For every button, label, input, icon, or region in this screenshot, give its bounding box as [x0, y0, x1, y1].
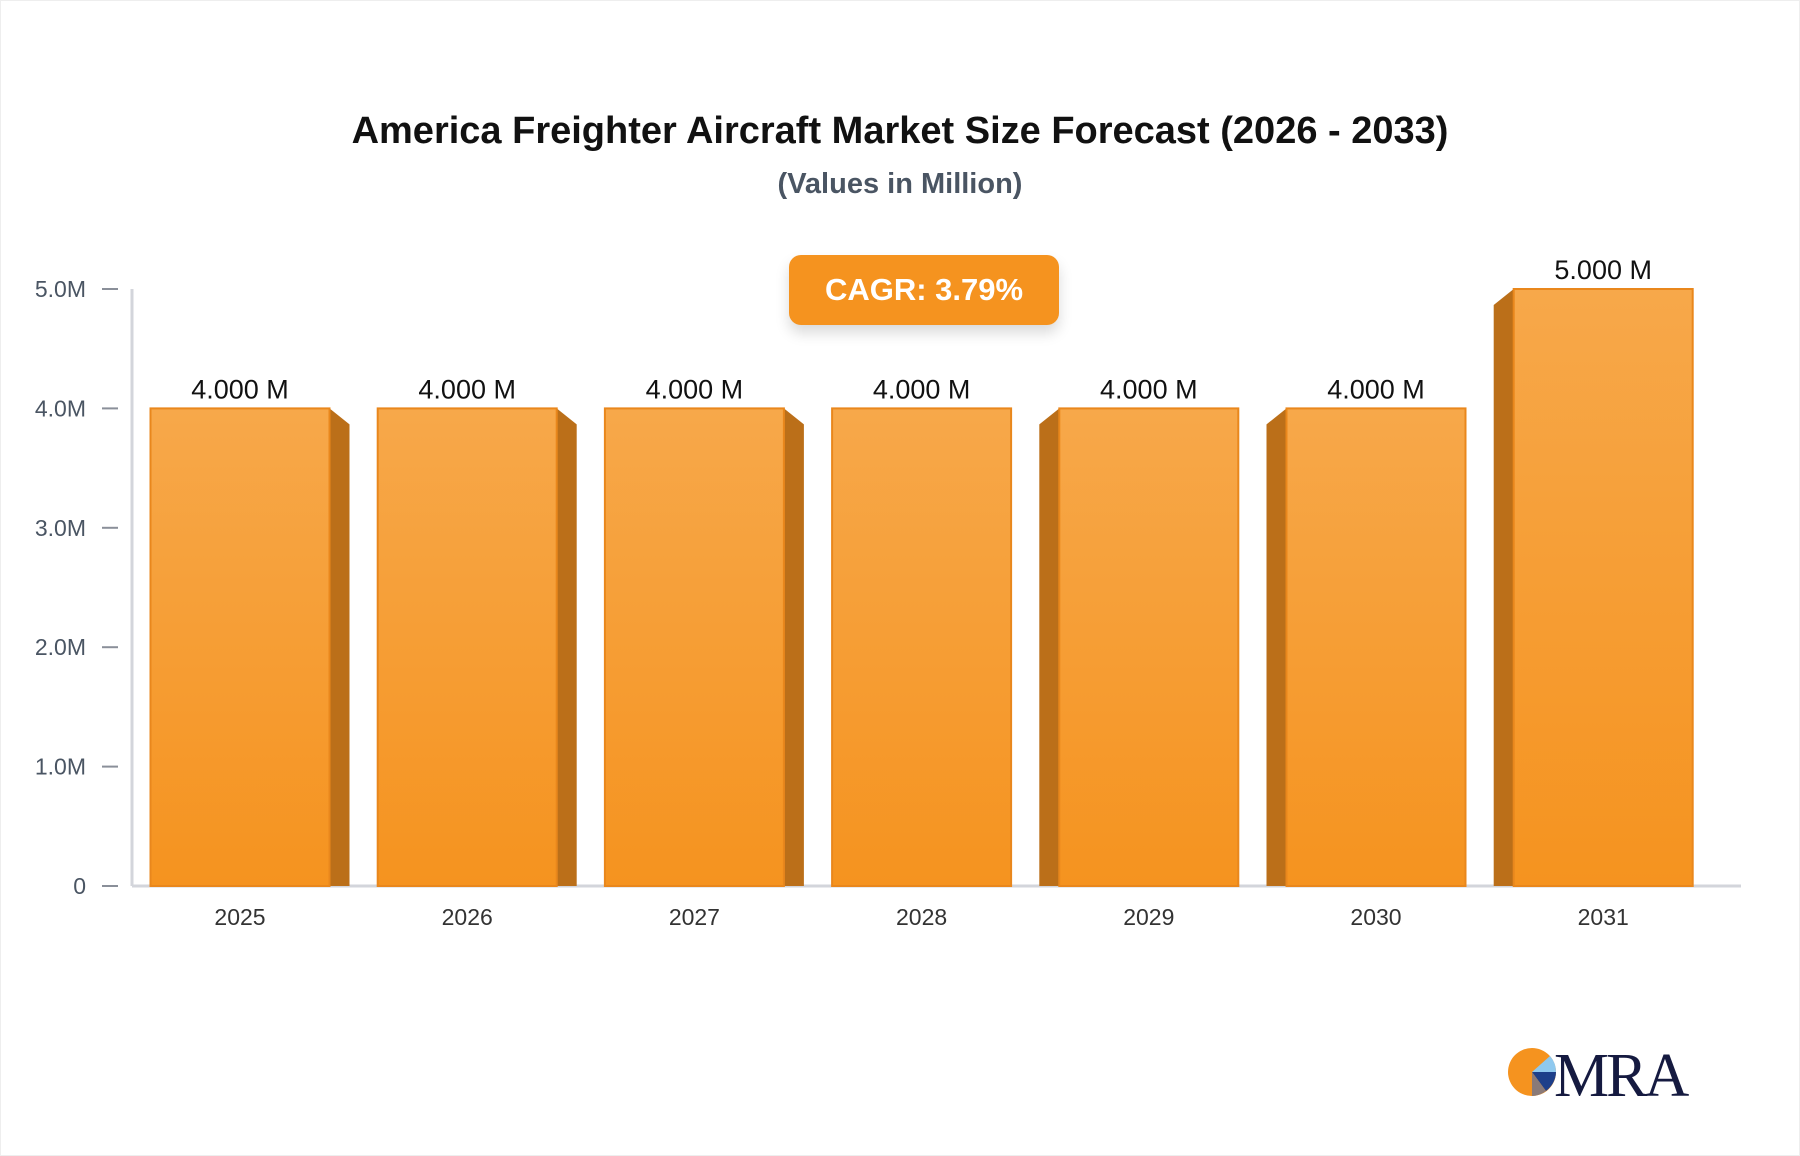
y-tick-label: 4.0M [35, 395, 86, 421]
bar-2031 [1512, 288, 1694, 887]
data-label: 4.000 M [646, 374, 744, 404]
bar-side-face [556, 408, 577, 886]
data-label: 4.000 M [418, 374, 516, 404]
y-tick-label: 1.0M [35, 754, 86, 780]
bar-2026 [376, 407, 558, 887]
data-label: 4.000 M [1327, 374, 1425, 404]
y-tick-label: 2.0M [35, 634, 86, 660]
x-tick-label: 2029 [1123, 904, 1174, 930]
x-tick-label: 2026 [442, 904, 493, 930]
y-tick-label: 5.0M [35, 276, 86, 302]
bar-2030 [1285, 407, 1467, 887]
pie-logo-icon: MRA [1508, 1042, 1692, 1102]
bar-2029 [1058, 407, 1240, 887]
data-label: 5.000 M [1554, 255, 1652, 285]
bar-side-face [329, 408, 350, 886]
bar-side-face [1493, 289, 1514, 886]
svg-text:MRA: MRA [1554, 1042, 1689, 1102]
mra-logo: MRA [1504, 1040, 1704, 1102]
bar-2027 [603, 407, 785, 887]
bar-side-face [1266, 408, 1287, 886]
y-tick-label: 3.0M [35, 515, 86, 541]
bar-2028 [831, 407, 1013, 887]
data-label: 4.000 M [873, 374, 971, 404]
bar-2025 [149, 407, 331, 887]
bar-side-face [1039, 408, 1060, 886]
cagr-badge: CAGR: 3.79% [789, 255, 1059, 325]
x-tick-label: 2025 [214, 904, 265, 930]
bar-side-face [783, 408, 804, 886]
y-tick-label: 0 [73, 873, 86, 899]
x-tick-label: 2031 [1578, 904, 1629, 930]
x-tick-label: 2027 [669, 904, 720, 930]
chart-title: America Freighter Aircraft Market Size F… [351, 110, 1449, 152]
x-tick-label: 2030 [1350, 904, 1401, 930]
x-tick-label: 2028 [896, 904, 947, 930]
chart-subtitle: (Values in Million) [777, 168, 1023, 200]
data-label: 4.000 M [191, 374, 289, 404]
data-label: 4.000 M [1100, 374, 1198, 404]
